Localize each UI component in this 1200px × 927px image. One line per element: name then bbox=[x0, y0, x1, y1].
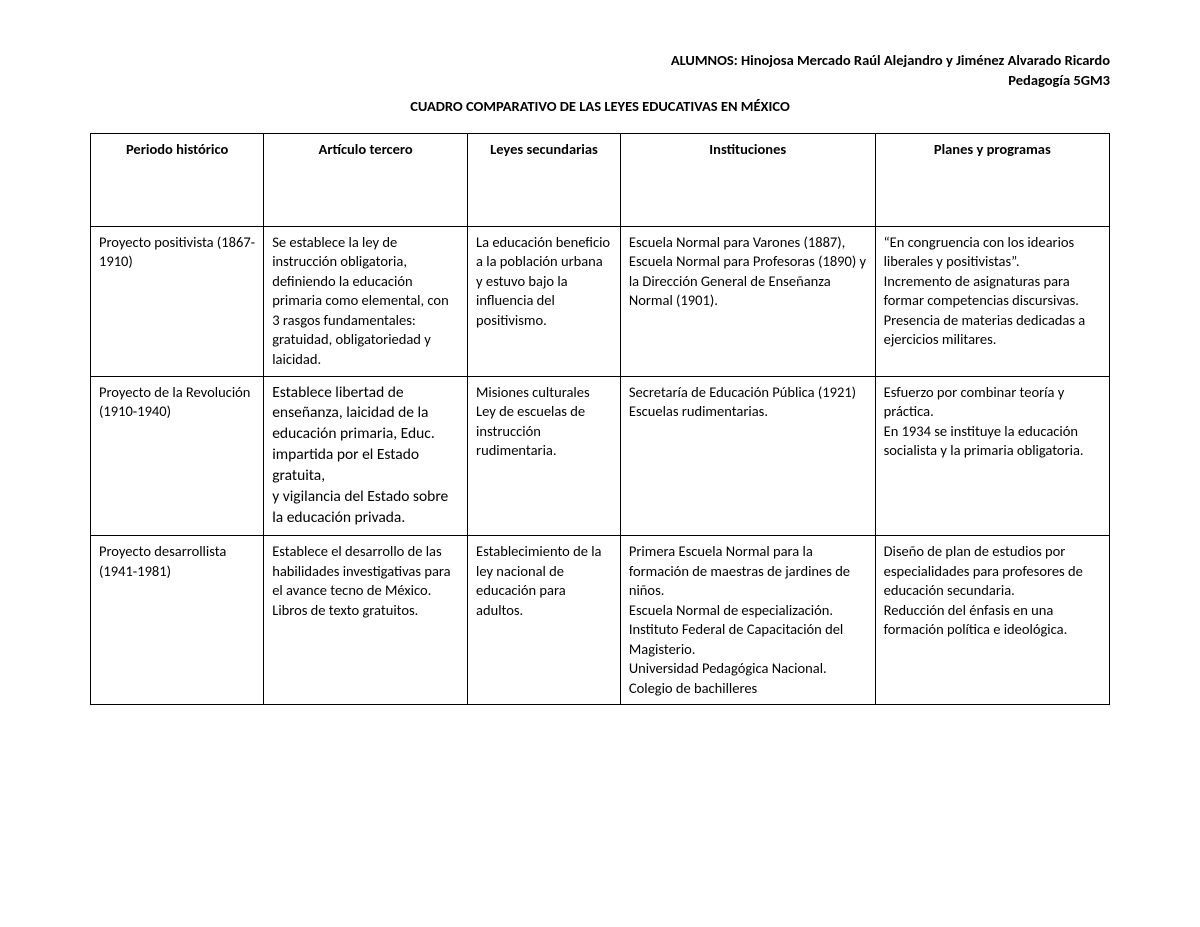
cell-planes: Esfuerzo por combinar teoría y práctica.… bbox=[875, 376, 1109, 535]
column-header: Leyes secundarias bbox=[468, 133, 621, 226]
cell-periodo: Proyecto positivista (1867-1910) bbox=[91, 226, 264, 376]
cell-instituciones: Escuela Normal para Varones (1887), Escu… bbox=[620, 226, 875, 376]
cell-periodo: Proyecto de la Revolución (1910-1940) bbox=[91, 376, 264, 535]
cell-periodo: Proyecto desarrollista (1941-1981) bbox=[91, 535, 264, 705]
table-row: Proyecto positivista (1867-1910)Se estab… bbox=[91, 226, 1110, 376]
document-header: ALUMNOS: Hinojosa Mercado Raúl Alejandro… bbox=[90, 50, 1110, 91]
column-header: Periodo histórico bbox=[91, 133, 264, 226]
cell-leyes: La educación beneficio a la población ur… bbox=[468, 226, 621, 376]
cell-instituciones: Secretaría de Educación Pública (1921)Es… bbox=[620, 376, 875, 535]
table-header-row: Periodo histórico Artículo tercero Leyes… bbox=[91, 133, 1110, 226]
table-row: Proyecto de la Revolución (1910-1940)Est… bbox=[91, 376, 1110, 535]
table-row: Proyecto desarrollista (1941-1981)Establ… bbox=[91, 535, 1110, 705]
cell-articulo: Establece libertad de enseñanza, laicida… bbox=[264, 376, 468, 535]
column-header: Artículo tercero bbox=[264, 133, 468, 226]
cell-instituciones: Primera Escuela Normal para la formación… bbox=[620, 535, 875, 705]
table-body: Proyecto positivista (1867-1910)Se estab… bbox=[91, 226, 1110, 705]
cell-articulo: Establece el desarrollo de las habilidad… bbox=[264, 535, 468, 705]
cell-planes: “En congruencia con los idearios liberal… bbox=[875, 226, 1109, 376]
header-line-1: ALUMNOS: Hinojosa Mercado Raúl Alejandro… bbox=[90, 50, 1110, 70]
column-header: Planes y programas bbox=[875, 133, 1109, 226]
cell-planes: Diseño de plan de estudios por especiali… bbox=[875, 535, 1109, 705]
column-header: Instituciones bbox=[620, 133, 875, 226]
cell-articulo: Se establece la ley de instrucción oblig… bbox=[264, 226, 468, 376]
header-line-2: Pedagogía 5GM3 bbox=[90, 70, 1110, 90]
document-title: CUADRO COMPARATIVO DE LAS LEYES EDUCATIV… bbox=[90, 97, 1110, 115]
cell-leyes: Misiones culturalesLey de escuelas de in… bbox=[468, 376, 621, 535]
comparison-table: Periodo histórico Artículo tercero Leyes… bbox=[90, 133, 1110, 706]
cell-leyes: Establecimiento de la ley nacional de ed… bbox=[468, 535, 621, 705]
